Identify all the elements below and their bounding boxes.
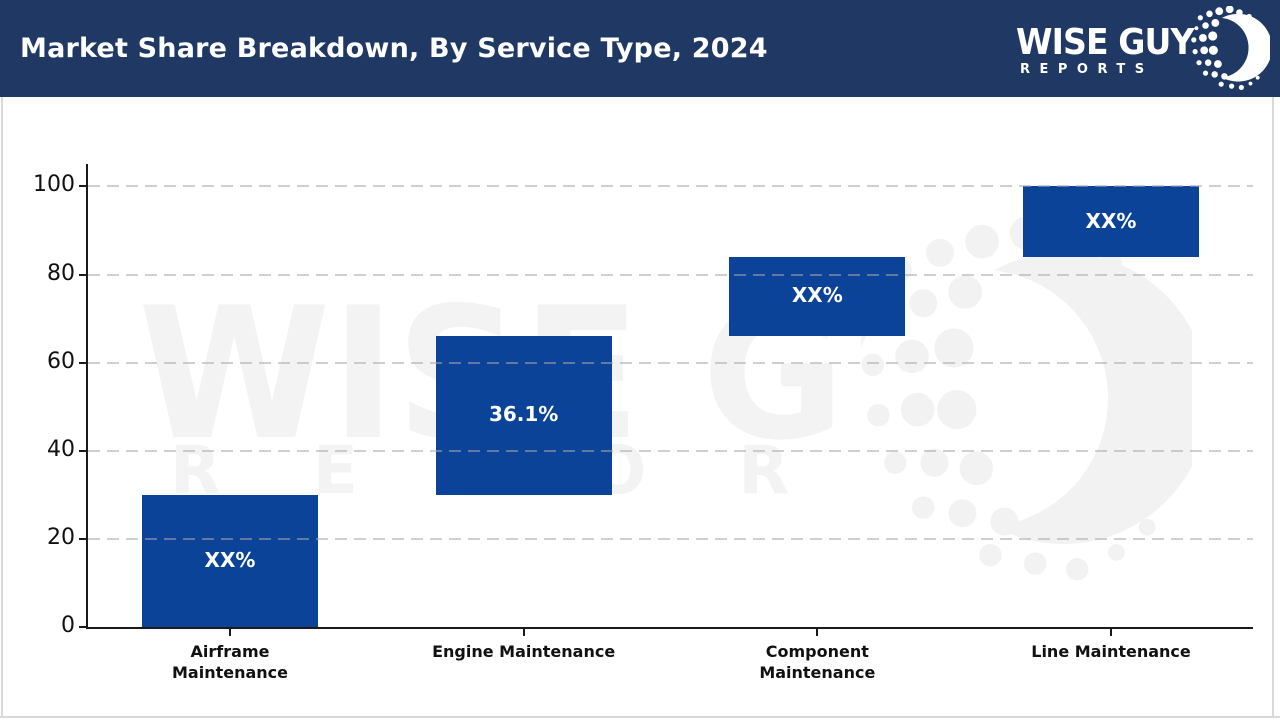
y-axis-tick <box>79 361 87 364</box>
x-axis-line <box>86 627 1253 629</box>
y-axis-tick <box>79 626 87 628</box>
x-tick-label-line: Engine Maintenance <box>432 642 616 661</box>
y-tick-label: 100 <box>33 172 75 198</box>
y-tick-label: 0 <box>61 613 75 638</box>
bar-value-label: XX% <box>1085 208 1137 233</box>
y-axis-tick <box>79 273 87 276</box>
y-tick-label: 40 <box>47 436 75 462</box>
gridline <box>88 185 1253 188</box>
x-axis-tick <box>522 628 525 636</box>
bar-value-label: XX% <box>791 283 843 308</box>
bar <box>1023 186 1199 257</box>
dotted-head-icon <box>1188 6 1270 91</box>
y-axis-tick <box>79 537 87 540</box>
y-axis-tick <box>79 185 87 188</box>
x-axis-tick <box>816 628 819 636</box>
x-tick-label: Airframe Maintenance <box>90 641 370 683</box>
brand-logo: WISE GUY REPORTS <box>1016 0 1270 97</box>
x-tick-label-line: Component <box>765 642 869 661</box>
watermark-dotted-head-icon <box>856 216 1192 581</box>
x-tick-label-line: Maintenance <box>171 663 288 682</box>
x-axis-tick <box>229 628 231 636</box>
x-tick-label: Engine Maintenance <box>384 641 664 662</box>
brand-logo-subtext: REPORTS <box>1020 62 1154 77</box>
header-bar: Market Share Breakdown, By Service Type,… <box>0 0 1280 97</box>
bar <box>729 256 906 336</box>
page-title: Market Share Breakdown, By Service Type,… <box>20 33 768 64</box>
chart-area: 0 20 40 60 80 100 XX% Airframe Maintenance 36.1% E… <box>0 97 1280 720</box>
brand-logo-text: WISE GUY <box>1016 22 1194 63</box>
x-tick-label: Line Maintenance <box>971 641 1251 662</box>
bar-value-label: 36.1% <box>488 402 559 427</box>
x-tick-label: Component Maintenance <box>677 641 957 683</box>
gridline <box>88 273 1253 276</box>
bar <box>142 494 318 627</box>
x-tick-label-line: Airframe <box>190 642 270 661</box>
y-tick-label: 20 <box>47 524 75 550</box>
frame-right <box>1272 97 1274 717</box>
y-axis-tick <box>79 449 87 452</box>
y-tick-label: 80 <box>47 260 75 286</box>
y-tick-label: 60 <box>47 348 75 374</box>
x-tick-label-line: Maintenance <box>759 663 876 682</box>
frame-bottom <box>0 716 1280 718</box>
x-tick-label-line: Line Maintenance <box>1031 642 1191 661</box>
frame-left <box>1 97 3 717</box>
y-axis-line <box>86 164 88 629</box>
gridline <box>88 361 1253 364</box>
x-axis-tick <box>1110 628 1112 636</box>
gridline <box>88 449 1253 452</box>
bar-value-label: XX% <box>204 547 256 572</box>
gridline <box>88 537 1253 540</box>
